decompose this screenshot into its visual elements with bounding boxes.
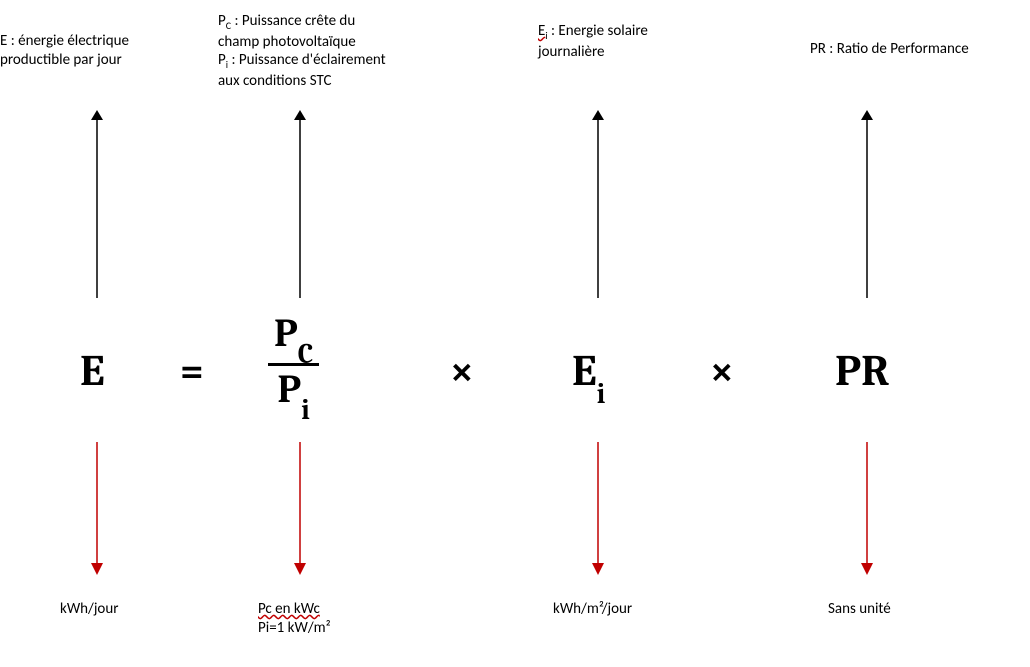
up-arrow-PR bbox=[857, 110, 877, 300]
term-Ei-sub: i bbox=[597, 378, 606, 410]
down-arrow-E bbox=[87, 440, 107, 575]
desc-E: E : énergie électrique productible par j… bbox=[0, 32, 200, 70]
desc-PC-l1-rest: : Puissance crête du bbox=[231, 12, 355, 30]
desc-E-line2: productible par jour bbox=[0, 51, 122, 69]
frac-den-sym: P bbox=[277, 366, 301, 412]
op-mul1: × bbox=[450, 348, 474, 394]
unit-PC-l2: Pi=1 kW/m² bbox=[258, 619, 331, 637]
desc-PC-l2: champ photovoltaïque bbox=[218, 33, 356, 51]
up-arrow-PC bbox=[290, 110, 310, 300]
down-arrow-PC bbox=[290, 440, 310, 575]
desc-PR: PR : Ratio de Performance bbox=[810, 40, 1030, 59]
unit-E: kWh/jour bbox=[60, 600, 118, 619]
term-E: E bbox=[80, 345, 105, 396]
op-mul2: × bbox=[710, 348, 734, 394]
diagram-root: E : énergie électrique productible par j… bbox=[0, 0, 1030, 667]
unit-PC: Pc en kWc Pi=1 kW/m² bbox=[258, 600, 331, 638]
desc-Ei-l2: journalière bbox=[538, 43, 605, 61]
desc-PC-l3-rest: : Puissance d'éclairement bbox=[228, 51, 386, 69]
unit-E-l1: kWh/jour bbox=[60, 600, 118, 618]
down-arrow-PR bbox=[857, 440, 877, 575]
desc-PC-l3-pre: P bbox=[218, 51, 226, 69]
down-arrow-Ei bbox=[588, 440, 608, 575]
unit-Ei-l1: kWh/m²/jour bbox=[553, 600, 632, 618]
desc-PC-l1-pre: P bbox=[218, 12, 226, 30]
unit-PR: Sans unité bbox=[828, 600, 891, 619]
desc-PC: PC : Puissance crête du champ photovolta… bbox=[218, 12, 448, 91]
term-Ei: Ei bbox=[572, 345, 605, 402]
up-arrow-E bbox=[87, 110, 107, 300]
op-eq: = bbox=[180, 348, 204, 394]
desc-E-line1-rest: énergie électrique bbox=[18, 32, 129, 50]
term-Ei-sym: E bbox=[572, 345, 597, 396]
frac-num-sym: P bbox=[274, 310, 298, 356]
unit-PC-l1: Pc en kWc bbox=[258, 600, 320, 618]
frac-num-sub: C bbox=[298, 338, 313, 370]
desc-PC-l4: aux conditions STC bbox=[218, 72, 331, 90]
desc-E-line1-pre: E : bbox=[0, 32, 18, 50]
unit-PR-l1: Sans unité bbox=[828, 600, 891, 618]
term-PC-frac: PC Pi bbox=[268, 312, 319, 418]
term-PR: PR bbox=[835, 345, 889, 396]
desc-Ei: Ei : Energie solaire journalière bbox=[538, 22, 718, 61]
term-E-sym: E bbox=[80, 345, 105, 396]
up-arrow-Ei bbox=[588, 110, 608, 300]
unit-Ei: kWh/m²/jour bbox=[553, 600, 632, 619]
desc-Ei-l1-rest: : Energie solaire bbox=[548, 22, 648, 40]
term-PR-sym: PR bbox=[835, 345, 889, 396]
desc-PR-l1: PR : Ratio de Performance bbox=[810, 40, 969, 58]
frac-den-sub: i bbox=[301, 394, 310, 426]
